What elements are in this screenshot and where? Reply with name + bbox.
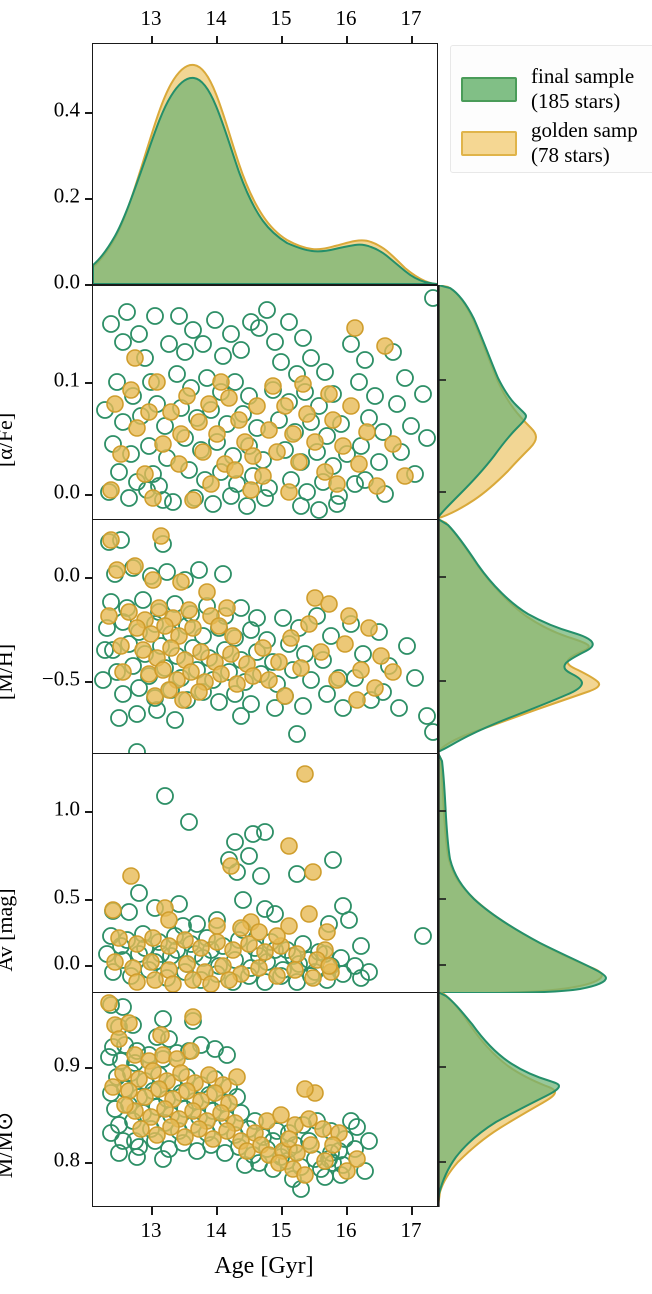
- av-mag-marginal-kde: [438, 753, 608, 993]
- legend-label-golden-sample-line2: (78 stars): [531, 143, 610, 167]
- ytick-av-1: 0.5: [53, 884, 80, 909]
- bottom-x-tick-16: 16: [335, 1218, 357, 1242]
- legend: final sample (185 stars) golden samp (78…: [450, 45, 652, 173]
- tickmark: [85, 811, 92, 813]
- legend-label-golden-sample: golden samp (78 stars): [531, 118, 638, 168]
- top-x-tick-14: 14: [205, 6, 227, 30]
- scatter-golden-sample: [100, 994, 366, 1184]
- mass-marginal-kde: [438, 992, 561, 1207]
- scatter-golden-sample: [102, 319, 414, 509]
- bottom-x-tick-17: 17: [400, 1218, 422, 1242]
- legend-label-final-sample-line1: final sample: [531, 64, 635, 88]
- alpha-fe-marginal-kde: [438, 285, 538, 520]
- ytick-m-h-0: 0.0: [53, 562, 80, 587]
- legend-swatch-golden-sample: [461, 130, 517, 156]
- kde-mass: [438, 992, 652, 1207]
- kde-m-h: [438, 519, 652, 754]
- age-kde-area-final: [93, 76, 437, 284]
- bottom-x-tick-15: 15: [270, 1218, 292, 1242]
- legend-entry-final-sample: final sample (185 stars): [461, 64, 634, 114]
- ylabel-av-mag: Av [mag]: [0, 888, 17, 972]
- kde-alpha-fe: [438, 285, 652, 520]
- ytick-alpha-fe-0: 0.1: [53, 367, 80, 392]
- top-x-tick-13: 13: [140, 6, 162, 30]
- scatter-golden-sample: [104, 765, 340, 992]
- top-x-tick-16: 16: [335, 6, 357, 30]
- ytick-alpha-fe-1: 0.0: [53, 479, 80, 504]
- panel-age-kde: [92, 43, 438, 285]
- ytick-av-0: 0.0: [53, 950, 80, 975]
- legend-label-final-sample-line2: (185 stars): [531, 89, 621, 113]
- tickmark: [151, 36, 153, 43]
- ytick-m-h-1: −0.5: [41, 666, 80, 691]
- tickmark: [85, 1067, 92, 1069]
- tickmark: [281, 36, 283, 43]
- tickmark: [346, 1207, 348, 1215]
- top-x-tick-15: 15: [270, 6, 292, 30]
- tickmark: [281, 1207, 283, 1215]
- tickmark: [411, 1207, 413, 1215]
- ytick-age-kde-1: 0.2: [53, 183, 80, 208]
- ytick-age-kde-0: 0.0: [53, 269, 80, 294]
- av-mag-scatter: [98, 765, 432, 992]
- legend-label-golden-sample-line1: golden samp: [531, 118, 638, 142]
- tickmark: [85, 198, 92, 200]
- age-kde-plot: [93, 63, 437, 284]
- legend-label-final-sample: final sample (185 stars): [531, 64, 634, 114]
- bottom-x-tick-13: 13: [140, 1218, 162, 1242]
- top-x-tick-17: 17: [400, 6, 422, 30]
- panel-alpha-fe: [92, 285, 438, 520]
- panel-mass: [92, 992, 438, 1207]
- bottom-x-tick-14: 14: [205, 1218, 227, 1242]
- tickmark: [346, 36, 348, 43]
- m-h-marginal-kde: [438, 519, 601, 754]
- kde-m-h-final: [438, 519, 594, 754]
- ytick-av-2: 1.0: [53, 796, 80, 821]
- tickmark: [85, 1162, 92, 1164]
- ylabel-mass: M/M⊙: [0, 1111, 17, 1179]
- kde-mass-final: [438, 992, 561, 1207]
- tickmark: [85, 965, 92, 967]
- ytick-age-kde-2: 0.4: [53, 97, 80, 122]
- kde-alpha-fe-final: [438, 285, 528, 520]
- xlabel-age: Age [Gyr]: [214, 1253, 314, 1279]
- tickmark: [85, 494, 92, 496]
- legend-swatch-final-sample: [461, 76, 517, 102]
- mass-scatter: [100, 994, 378, 1198]
- tickmark: [216, 36, 218, 43]
- alpha-fe-scatter: [96, 289, 437, 519]
- tickmark: [85, 899, 92, 901]
- ytick-mass-1: 0.8: [53, 1147, 80, 1172]
- kde-av-final: [438, 753, 608, 993]
- legend-entry-golden-sample: golden samp (78 stars): [461, 118, 638, 168]
- m-h-scatter: [94, 527, 437, 753]
- panel-m-h: [92, 519, 438, 754]
- tickmark: [85, 284, 92, 286]
- ytick-mass-0: 0.9: [53, 1052, 80, 1077]
- tickmark: [85, 112, 92, 114]
- ylabel-alpha-fe: [α/Fe]: [0, 412, 17, 468]
- tickmark: [151, 1207, 153, 1215]
- scatter-golden-sample: [100, 527, 402, 709]
- panel-av-mag: [92, 753, 438, 993]
- tickmark: [85, 382, 92, 384]
- tickmark: [216, 1207, 218, 1215]
- tickmark: [85, 577, 92, 579]
- tickmark: [85, 681, 92, 683]
- kde-av-mag: [438, 753, 652, 993]
- ylabel-m-h: [M/H]: [0, 643, 17, 701]
- tickmark: [411, 36, 413, 43]
